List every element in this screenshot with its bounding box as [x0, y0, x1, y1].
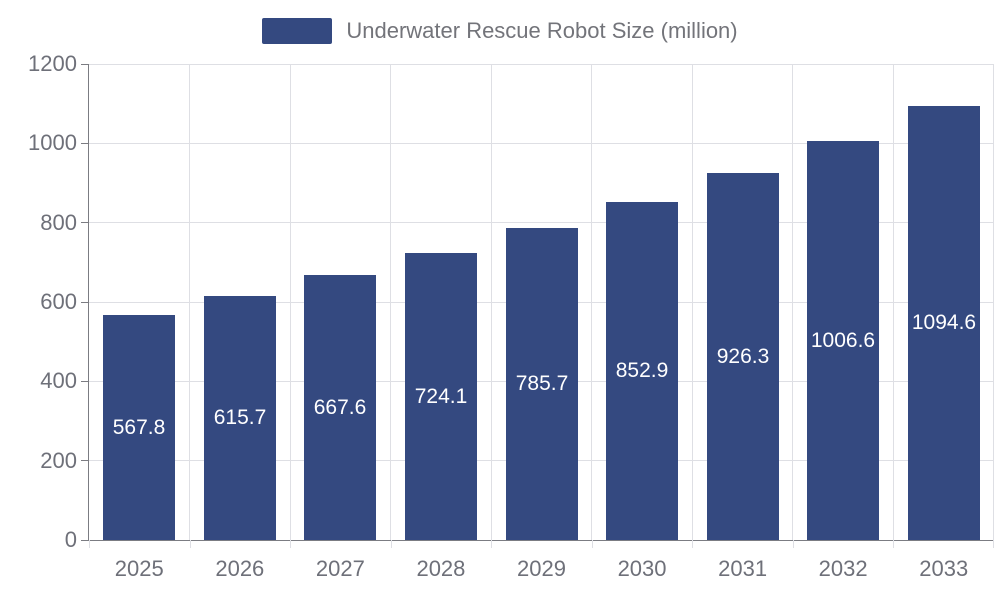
x-gridline: [993, 64, 994, 540]
bar-2029[interactable]: 785.7: [506, 228, 578, 540]
x-axis-tick-label: 2031: [718, 556, 768, 581]
y-axis-tick-label: 800: [40, 209, 77, 235]
bar-value-label: 926.3: [716, 344, 770, 368]
bar-2033[interactable]: 1094.6: [908, 106, 980, 540]
y-axis-tick-label: 200: [40, 447, 77, 473]
y-axis-tick-label: 0: [64, 527, 77, 552]
x-gridline: [490, 64, 492, 540]
bar-value-label: 615.7: [213, 406, 267, 429]
y-gridline: [89, 142, 994, 144]
bar-value-label: 567.8: [112, 415, 166, 439]
y-axis-tick: [81, 301, 89, 303]
x-axis-tick: [189, 540, 191, 548]
y-axis-tick: [81, 460, 89, 462]
x-axis-tick: [89, 540, 90, 548]
plot-area: 0 200 400 600 800 1000 1200 567.8 2025 615.7 2026 6…: [28, 51, 994, 581]
bar-value-label: 852.9: [615, 359, 669, 382]
x-axis-tick: [290, 540, 292, 548]
legend-label: Underwater Rescue Robot Size (million): [346, 18, 738, 43]
y-axis-tick: [81, 380, 89, 382]
x-axis-tick: [491, 540, 493, 548]
x-axis-tick: [591, 540, 593, 548]
x-axis-tick-label: 2026: [215, 556, 265, 581]
x-gridline: [289, 64, 291, 540]
x-axis-tick-label: 2030: [617, 556, 667, 581]
bar-value-label: 724.1: [414, 384, 468, 408]
x-axis-tick-label: 2032: [818, 556, 868, 581]
bar-value-label: 1094.6: [911, 311, 977, 334]
y-axis-tick-label: 400: [40, 368, 77, 394]
bar-2031[interactable]: 926.3: [707, 173, 779, 540]
y-axis-tick: [81, 142, 89, 144]
x-axis-tick: [792, 540, 794, 548]
x-axis-tick: [893, 540, 895, 548]
bar-value-label: 667.6: [313, 395, 367, 419]
bar-2032[interactable]: 1006.6: [807, 141, 879, 540]
bar-2027[interactable]: 667.6: [304, 275, 376, 540]
x-gridline: [591, 64, 593, 540]
bar-2030[interactable]: 852.9: [606, 202, 678, 540]
bar-2025[interactable]: 567.8: [103, 315, 175, 540]
x-axis-tick-label: 2025: [114, 556, 164, 581]
bar-value-label: 1006.6: [810, 328, 876, 352]
y-axis-tick-label: 1000: [28, 130, 77, 156]
x-axis-tick-label: 2029: [517, 556, 566, 581]
x-gridline: [390, 64, 392, 540]
legend-swatch: [262, 18, 333, 44]
x-axis-tick: [993, 540, 994, 548]
x-axis-tick-label: 2027: [315, 556, 365, 581]
bar-value-label: 785.7: [515, 372, 569, 395]
x-axis-tick: [692, 540, 694, 548]
y-gridline: [89, 222, 994, 224]
x-axis-tick: [390, 540, 392, 548]
x-gridline: [792, 64, 794, 540]
x-gridline: [189, 64, 191, 540]
bar-2026[interactable]: 615.7: [204, 296, 276, 540]
y-gridline: [89, 64, 994, 65]
y-axis-tick: [81, 63, 89, 65]
y-axis-tick-label: 600: [40, 289, 77, 314]
chart-legend[interactable]: Underwater Rescue Robot Size (million): [0, 18, 1000, 44]
x-gridline: [892, 64, 894, 540]
bar-2028[interactable]: 724.1: [405, 253, 477, 540]
y-axis-tick-label: 1200: [28, 51, 77, 76]
x-axis-tick-label: 2028: [416, 556, 466, 581]
x-axis-tick-label: 2033: [919, 556, 969, 581]
y-axis-tick: [81, 539, 89, 541]
y-axis-tick: [81, 222, 89, 224]
x-gridline: [691, 64, 693, 540]
